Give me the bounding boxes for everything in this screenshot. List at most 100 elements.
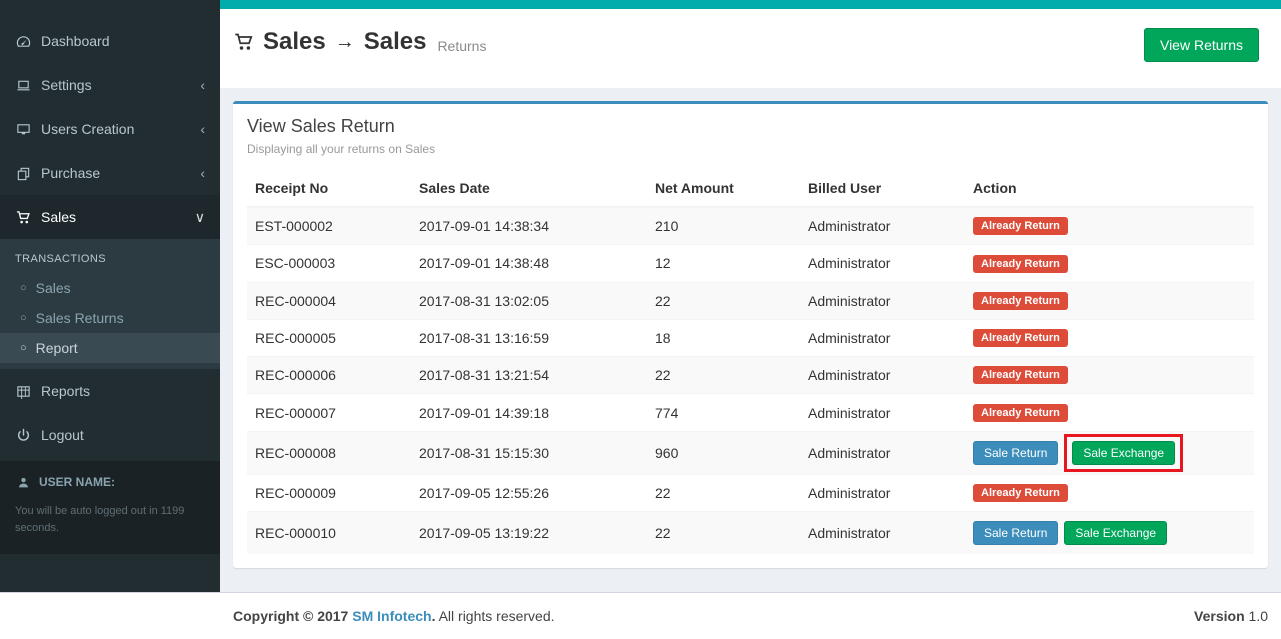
footer: Copyright © 2017 SM Infotech. All rights…	[0, 592, 1281, 639]
cell-net-amount: 210	[647, 206, 800, 245]
sidebar: Dashboard Settings ‹ Users Creation ‹ Purchas…	[0, 0, 220, 592]
already-return-badge: Already Return	[973, 217, 1068, 236]
cell-billed-user: Administrator	[800, 206, 965, 245]
sale-exchange-button[interactable]: Sale Exchange	[1072, 440, 1176, 465]
already-return-badge: Already Return	[973, 484, 1068, 503]
sidebar-nav-top: Dashboard Settings ‹ Users Creation ‹ Purchas…	[0, 0, 220, 239]
cell-receipt-no: EST-000002	[247, 206, 411, 245]
sidebar-item-logout[interactable]: Logout	[0, 413, 220, 457]
sidebar-submenu: TRANSACTIONS ○ Sales ○ Sales Returns ○ Report	[0, 239, 220, 369]
cell-sales-date: 2017-08-31 13:16:59	[411, 318, 647, 357]
col-receipt-no: Receipt No	[247, 170, 411, 208]
cell-billed-user: Administrator	[800, 511, 965, 555]
power-icon	[15, 428, 31, 443]
cell-net-amount: 22	[647, 281, 800, 320]
sidebar-item-label: Settings	[41, 77, 92, 93]
cell-billed-user: Administrator	[800, 318, 965, 357]
sidebar-item-dashboard[interactable]: Dashboard	[0, 19, 220, 63]
sidebar-item-label: Sales	[41, 209, 77, 225]
cell-action: Already Return	[965, 244, 1254, 283]
already-return-badge: Already Return	[973, 254, 1068, 273]
sales-return-table: Receipt No Sales Date Net Amount Billed …	[247, 170, 1254, 555]
sidebar-item-label: Users Creation	[41, 121, 135, 137]
cell-billed-user: Administrator	[800, 473, 965, 512]
user-block: USER NAME: You will be auto logged out i…	[0, 461, 220, 554]
sidebar-item-label: Purchase	[41, 165, 101, 181]
cell-net-amount: 960	[647, 430, 800, 475]
table-row: REC-000008 2017-08-31 15:15:30 960 Administ…	[247, 430, 1254, 475]
sale-return-button[interactable]: Sale Return	[973, 440, 1059, 465]
title-primary: Sales	[263, 28, 326, 55]
cell-action: Already Return	[965, 318, 1254, 357]
table-row: ESC-000003 2017-09-01 14:38:48 12 Administr…	[247, 244, 1254, 283]
table-row: REC-000009 2017-09-05 12:55:26 22 Administr…	[247, 473, 1254, 512]
user-name-label: USER NAME:	[39, 475, 116, 489]
chevron-left-icon: ‹	[200, 77, 205, 93]
col-net-amount: Net Amount	[647, 170, 800, 208]
company-link[interactable]: SM Infotech	[352, 608, 432, 624]
view-returns-button[interactable]: View Returns	[1143, 28, 1259, 62]
table-row: EST-000002 2017-09-01 14:38:34 210 Administ…	[247, 206, 1254, 245]
cell-sales-date: 2017-08-31 15:15:30	[411, 430, 647, 475]
content-area: View Sales Return Displaying all your re…	[220, 88, 1281, 592]
sidebar-item-sales[interactable]: Sales ∨	[0, 195, 220, 239]
panel-title: View Sales Return	[247, 116, 395, 136]
chevron-down-icon: ∨	[194, 208, 205, 225]
copy-icon	[15, 166, 31, 181]
circle-o-icon: ○	[20, 341, 27, 354]
table-row: REC-000006 2017-08-31 13:21:54 22 Administr…	[247, 356, 1254, 394]
cell-receipt-no: REC-000009	[247, 473, 411, 512]
title-secondary: Sales	[363, 28, 427, 55]
page-title: Sales → Sales Returns	[234, 23, 486, 56]
table-row: REC-000005 2017-08-31 13:16:59 18 Administr…	[247, 318, 1254, 357]
cell-billed-user: Administrator	[800, 393, 965, 432]
sidebar-nav-bottom: Reports Logout	[0, 369, 220, 457]
cart-icon	[234, 32, 254, 52]
table-row: REC-000007 2017-09-01 14:39:18 774 Administ…	[247, 393, 1254, 432]
cell-action: Already Return	[965, 473, 1254, 512]
circle-o-icon: ○	[20, 281, 27, 294]
cell-receipt-no: REC-000005	[247, 318, 411, 357]
cell-action: Already Return	[965, 206, 1254, 245]
sidebar-item-settings[interactable]: Settings ‹	[0, 63, 220, 107]
already-return-badge: Already Return	[973, 329, 1068, 348]
sale-exchange-button[interactable]: Sale Exchange	[1064, 521, 1168, 546]
col-action: Action	[965, 170, 1254, 208]
main-row: Dashboard Settings ‹ Users Creation ‹ Purchas…	[0, 0, 1281, 592]
sales-return-panel: View Sales Return Displaying all your re…	[233, 101, 1268, 569]
sidebar-item-purchase[interactable]: Purchase ‹	[0, 151, 220, 195]
main-area: Sales → Sales Returns View Returns View …	[220, 0, 1281, 592]
already-return-badge: Already Return	[973, 366, 1068, 385]
cell-sales-date: 2017-09-05 12:55:26	[411, 473, 647, 512]
top-navbar-strip	[220, 0, 1281, 9]
sidebar-submenu-list: ○ Sales ○ Sales Returns ○ Report	[0, 273, 220, 363]
already-return-badge: Already Return	[973, 291, 1068, 310]
cell-sales-date: 2017-08-31 13:02:05	[411, 281, 647, 320]
cell-receipt-no: REC-000004	[247, 281, 411, 320]
sidebar-item-reports[interactable]: Reports	[0, 369, 220, 413]
cell-action: Already Return	[965, 356, 1254, 394]
rights-text: All rights reserved.	[435, 608, 555, 624]
sidebar-item-users-creation[interactable]: Users Creation ‹	[0, 107, 220, 151]
sidebar-subitem-sales-returns[interactable]: ○ Sales Returns	[0, 303, 220, 333]
sidebar-subitem-label: Sales	[35, 280, 71, 296]
sidebar-subitem-sales[interactable]: ○ Sales	[0, 273, 220, 303]
cell-receipt-no: REC-000010	[247, 511, 411, 555]
table-icon	[15, 384, 31, 399]
cell-sales-date: 2017-09-01 14:38:48	[411, 244, 647, 283]
cart-icon	[15, 210, 31, 225]
sidebar-item-label: Dashboard	[41, 33, 110, 49]
cell-receipt-no: REC-000008	[247, 430, 411, 475]
sidebar-subitem-report[interactable]: ○ Report	[0, 333, 220, 363]
user-icon	[15, 476, 31, 489]
arrow-right-icon: →	[334, 30, 355, 53]
panel-header: View Sales Return Displaying all your re…	[233, 104, 1268, 162]
cell-net-amount: 774	[647, 393, 800, 432]
laptop-icon	[15, 78, 31, 93]
cell-billed-user: Administrator	[800, 356, 965, 394]
cell-net-amount: 12	[647, 244, 800, 283]
sale-return-button[interactable]: Sale Return	[973, 521, 1059, 546]
desktop-icon	[15, 122, 31, 137]
circle-o-icon: ○	[20, 311, 27, 324]
